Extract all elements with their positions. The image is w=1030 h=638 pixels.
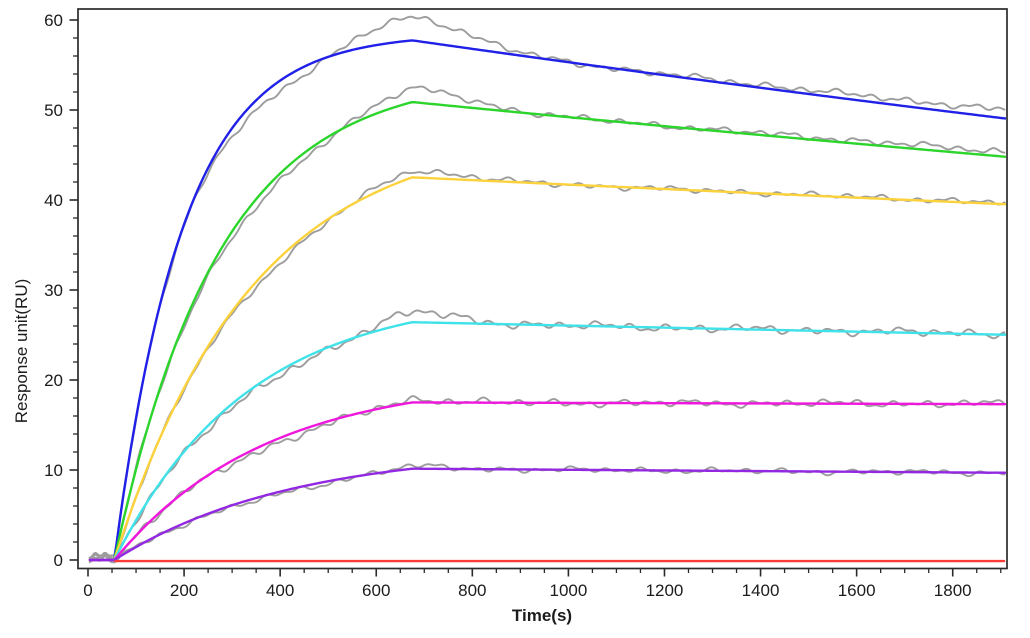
fit-curve-cyan (88, 321, 1006, 562)
y-tick-label: 40 (44, 191, 63, 210)
x-tick-label: 600 (362, 581, 390, 600)
raw-trace-blue (89, 15, 1006, 562)
raw-trace-purple (88, 463, 1006, 564)
y-tick-label: 60 (44, 11, 63, 30)
x-axis-title: Time(s) (512, 606, 572, 625)
y-tick-label: 50 (44, 101, 63, 120)
y-tick-label: 30 (44, 281, 63, 300)
y-tick-label: 0 (54, 551, 63, 570)
x-tick-label: 1600 (838, 581, 876, 600)
x-tick-label: 400 (266, 581, 294, 600)
y-tick-label: 20 (44, 371, 63, 390)
fit-curve-magenta (88, 401, 1006, 562)
axis-tick-labels: 0 200 400 600 800 1000 1200 1400 1600 1800 0 10 20 30… (44, 11, 972, 600)
plot-border (77, 8, 1008, 570)
x-tick-label: 1200 (646, 581, 684, 600)
series-layer (88, 15, 1006, 564)
fit-curve-purple (88, 467, 1006, 562)
x-tick-label: 0 (83, 581, 92, 600)
x-tick-label: 800 (458, 581, 486, 600)
y-axis-title: Response unit(RU) (12, 279, 31, 424)
fit-curve-yellow (88, 176, 1006, 562)
raw-trace-cyan (88, 309, 1006, 560)
y-tick-label: 10 (44, 461, 63, 480)
x-tick-label: 1400 (742, 581, 780, 600)
x-tick-label: 1000 (549, 581, 587, 600)
x-tick-label: 1800 (934, 581, 972, 600)
raw-trace-yellow (88, 168, 1006, 564)
fit-curve-green (88, 100, 1006, 562)
raw-trace-green (88, 85, 1006, 563)
fit-curve-blue (88, 39, 1006, 562)
x-tick-label: 200 (170, 581, 198, 600)
axis-ticks (69, 19, 1002, 577)
raw-trace-magenta (88, 395, 1006, 564)
